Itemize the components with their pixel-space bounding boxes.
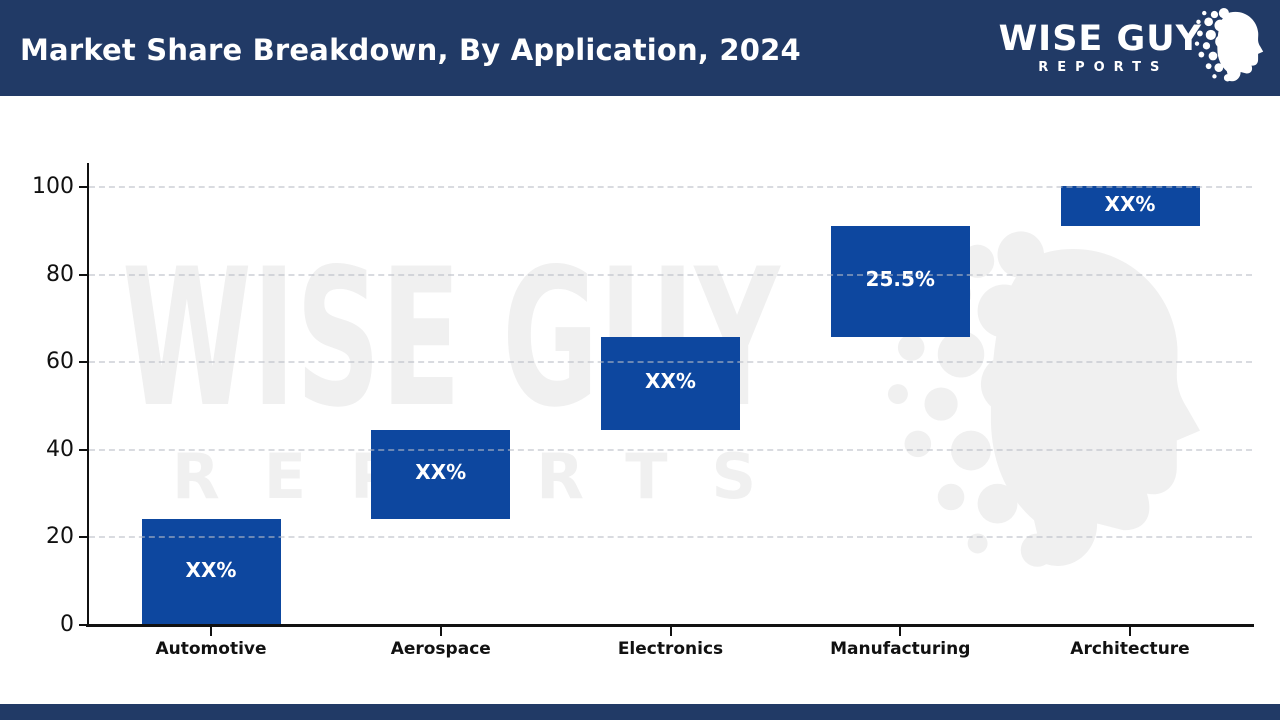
header: Market Share Breakdown, By Application, …	[0, 0, 1280, 96]
bar-electronics	[601, 337, 740, 430]
y-tick-label-80: 80	[46, 261, 74, 287]
bar-architecture	[1060, 185, 1200, 226]
bar-label-aerospace: XX%	[415, 460, 467, 485]
y-tick-100	[79, 186, 88, 188]
y-tick-60	[79, 361, 88, 364]
y-tick-label-20: 20	[46, 524, 74, 550]
x-axis-label-electronics: Electronics	[617, 639, 724, 659]
x-tick-electronics	[669, 627, 672, 636]
gridline-60	[89, 361, 1252, 364]
y-tick-0	[79, 624, 88, 626]
y-tick-label-0: 0	[60, 612, 74, 637]
bar-aerospace	[371, 429, 511, 519]
y-tick-40	[79, 448, 88, 451]
bar-automotive	[141, 518, 281, 625]
brand-logo: WISE GUY REPORTS	[999, 6, 1266, 90]
x-tick-aerospace	[439, 627, 442, 636]
gridline-40	[89, 448, 1252, 451]
y-tick-label-40: 40	[46, 436, 74, 462]
bar-label-architecture: XX%	[1104, 191, 1156, 216]
bar-label-electronics: XX%	[645, 369, 696, 394]
x-tick-automotive	[210, 627, 212, 636]
x-axis-label-automotive: Automotive	[155, 639, 267, 659]
footer-bar	[0, 704, 1280, 720]
gridline-20	[89, 536, 1252, 539]
x-tick-architecture	[1129, 627, 1131, 636]
brand-name: WISE GUY	[998, 19, 1202, 59]
y-tick-label-60: 60	[46, 349, 74, 375]
x-tick-manufacturing	[899, 627, 902, 636]
x-axis-line	[86, 624, 1254, 627]
y-axis-line	[87, 163, 89, 627]
y-tick-80	[79, 273, 88, 276]
y-tick-label-100: 100	[32, 174, 74, 199]
x-axis-label-aerospace: Aerospace	[390, 639, 491, 659]
bar-label-automotive: XX%	[185, 557, 237, 582]
y-tick-20	[79, 536, 88, 539]
x-axis-label-manufacturing: Manufacturing	[830, 639, 971, 659]
page-title: Market Share Breakdown, By Application, …	[20, 33, 801, 67]
brand-subname: REPORTS	[1038, 60, 1169, 75]
wiseguy-face-icon	[1194, 8, 1264, 82]
x-axis-label-architecture: Architecture	[1070, 639, 1190, 659]
bar-label-manufacturing: 25.5%	[865, 267, 935, 292]
gridline-100	[89, 186, 1252, 188]
gridline-80	[89, 273, 1252, 276]
